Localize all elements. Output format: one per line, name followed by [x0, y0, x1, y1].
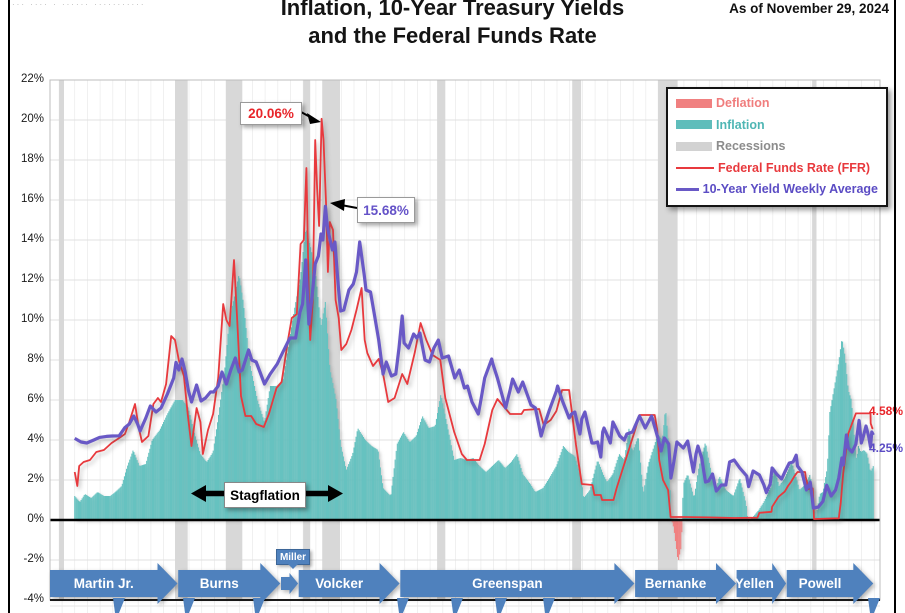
stagflation-callout: Stagflation [224, 482, 306, 508]
recession-band [175, 80, 188, 600]
chair-label: Greenspan [472, 576, 543, 591]
bottom-arrow-tip [183, 598, 195, 613]
slide-left-border [8, 0, 10, 613]
chair-arrow [786, 563, 874, 604]
y-axis-tick: 20% [20, 113, 44, 125]
y-axis-tick: 10% [20, 313, 44, 325]
legend-label: Recessions [716, 139, 786, 153]
bottom-arrow-tip [451, 598, 463, 613]
y-axis-tick: 4% [27, 433, 44, 445]
ffr-peak-callout: 20.06% [240, 102, 302, 125]
recession-band [58, 80, 64, 600]
legend-item: Recessions [676, 139, 878, 153]
y-axis-tick: -2% [23, 553, 44, 565]
chair-label: Bernanke [645, 576, 707, 591]
legend-item: 10-Year Yield Weekly Average [676, 182, 878, 196]
inflation-area [74, 230, 874, 560]
chair-label: Powell [799, 576, 842, 591]
y-axis-tick: 12% [20, 273, 44, 285]
ten-year-line [73, 204, 875, 510]
legend-swatch-area [676, 98, 712, 108]
bottom-arrow-tip [868, 598, 880, 613]
chair-arrow [736, 563, 787, 604]
y-axis-tick: 22% [20, 73, 44, 85]
legend-swatch-line [676, 187, 699, 191]
bottom-arrow-tip [253, 598, 265, 613]
recession-band [572, 80, 582, 600]
y-axis-tick: 2% [27, 473, 44, 485]
legend-swatch-line [676, 166, 714, 169]
y-axis-tick: 18% [20, 153, 44, 165]
fed-chair-timeline: Martin Jr. Burns Volcker Greenspan Bernanke Y… [50, 563, 874, 604]
y-axis-tick: 8% [27, 353, 44, 365]
chair-arrow [298, 563, 400, 604]
y-axis-tick: 16% [20, 193, 44, 205]
recession-band [812, 80, 817, 600]
bottom-strip [113, 598, 880, 613]
bottom-arrow-tip [113, 598, 125, 613]
legend-label: Inflation [716, 117, 765, 132]
chair-arrow [635, 563, 736, 604]
chart-title: Inflation, 10-Year Treasury Yields and t… [143, 0, 763, 50]
chair-label: Burns [200, 576, 239, 591]
legend-label: Deflation [716, 96, 770, 110]
legend-swatch-area [676, 141, 712, 151]
y-axis-tick: 0% [27, 513, 44, 525]
recession-band [437, 80, 446, 600]
legend-label: Federal Funds Rate (FFR) [718, 160, 871, 175]
legend-label: 10-Year Yield Weekly Average [702, 182, 878, 196]
ffr-end-value-label: 4.58% [869, 404, 904, 418]
legend-item: Deflation [676, 96, 878, 110]
bottom-arrow-tip [495, 598, 507, 613]
chair-arrow [400, 563, 635, 604]
legend-item: Federal Funds Rate (FFR) [676, 161, 878, 175]
attribution-cutoff-text: ··· ···· · ······ ··········· [12, 0, 146, 5]
chair-arrow [281, 573, 299, 594]
as-of-date: As of November 29, 2024 [729, 1, 889, 16]
chair-label: Martin Jr. [74, 576, 134, 591]
bottom-arrow-tip [543, 598, 555, 613]
chart-title-line1: Inflation, 10-Year Treasury Yields [280, 0, 625, 20]
chair-arrow [178, 563, 281, 604]
ten-year-end-value-label: 4.25% [869, 441, 904, 455]
legend-item: Inflation [676, 118, 878, 132]
legend-swatch-area [676, 120, 712, 129]
y-axis-tick: 6% [27, 393, 44, 405]
chair-arrow [50, 563, 178, 604]
annotation-arrows [191, 111, 358, 502]
miller-callout: Miller [276, 549, 310, 569]
chair-label: Yellen [735, 576, 774, 591]
y-axis-tick: -4% [23, 593, 44, 605]
chart-legend: Deflation Inflation Recessions Federal Fund… [666, 87, 888, 207]
bottom-arrow-tip [397, 598, 409, 613]
ten-year-peak-callout: 15.68% [357, 197, 415, 223]
slide-right-border [894, 0, 896, 613]
chair-label: Volcker [315, 576, 364, 591]
y-axis-tick: 14% [20, 233, 44, 245]
chart-title-line2: and the Federal Funds Rate [308, 23, 597, 48]
